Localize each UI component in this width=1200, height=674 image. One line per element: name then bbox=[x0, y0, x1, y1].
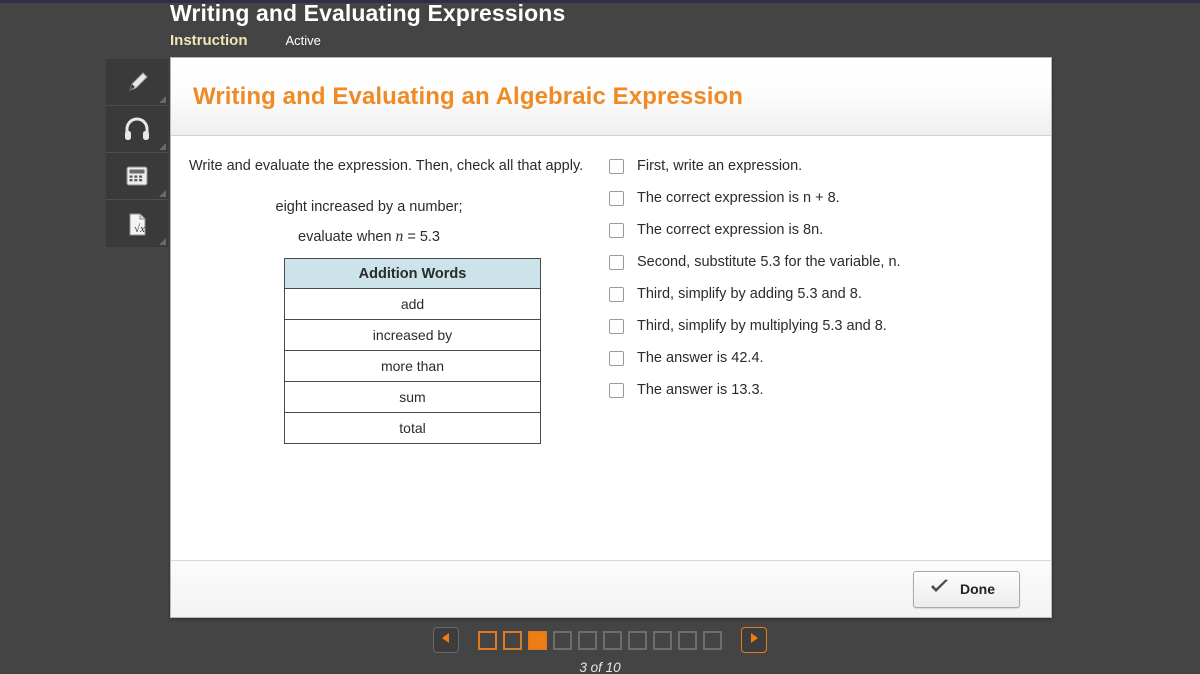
checkbox-7[interactable] bbox=[609, 350, 624, 366]
choice-label-3: The correct expression is 8n. bbox=[637, 222, 824, 238]
checkbox-3[interactable] bbox=[609, 222, 624, 238]
choice-option-8[interactable]: The answer is 13.3. bbox=[609, 380, 1031, 400]
choice-label-7: The answer is 42.4. bbox=[637, 350, 764, 366]
calculator-tool[interactable] bbox=[106, 153, 168, 200]
checkbox-6[interactable] bbox=[609, 318, 624, 334]
page-square-5[interactable] bbox=[578, 630, 597, 650]
choice-option-3[interactable]: The correct expression is 8n. bbox=[609, 220, 1031, 240]
choice-label-5: Third, simplify by adding 5.3 and 8. bbox=[637, 286, 862, 302]
done-label: Done bbox=[960, 581, 995, 597]
table-row: increased by bbox=[284, 319, 541, 351]
prev-page-button[interactable] bbox=[433, 627, 459, 653]
table-header-cell: Addition Words bbox=[284, 258, 541, 289]
table-cell: sum bbox=[284, 381, 541, 413]
card-body: Write and evaluate the expression. Then,… bbox=[171, 136, 1051, 560]
page-square-7[interactable] bbox=[628, 630, 647, 650]
table-header-row: Addition Words bbox=[284, 258, 541, 289]
next-page-button[interactable] bbox=[741, 627, 767, 653]
checkbox-8[interactable] bbox=[609, 382, 624, 398]
top-accent-strip bbox=[0, 0, 1200, 3]
card-footer: Done bbox=[171, 560, 1051, 617]
calculator-icon bbox=[123, 162, 151, 190]
evaluate-suffix: = 5.3 bbox=[403, 229, 440, 245]
choice-label-4: Second, substitute 5.3 for the variable,… bbox=[637, 254, 901, 270]
checkbox-1[interactable] bbox=[609, 158, 624, 174]
table-row: add bbox=[284, 288, 541, 320]
mode-label: Instruction bbox=[170, 32, 248, 49]
page-square-4[interactable] bbox=[553, 630, 572, 650]
table-row: more than bbox=[284, 350, 541, 382]
subheader-row: Instruction Active bbox=[170, 32, 1060, 49]
expression-block: eight increased by a number; evaluate wh… bbox=[189, 192, 549, 252]
variable-n: n bbox=[395, 228, 404, 245]
answer-choices: First, write an expression. The correct … bbox=[609, 154, 1031, 560]
choice-option-4[interactable]: Second, substitute 5.3 for the variable,… bbox=[609, 252, 1031, 272]
formula-sheet-icon: √x bbox=[123, 210, 151, 238]
headphones-icon bbox=[122, 114, 152, 144]
page-square-3[interactable] bbox=[528, 630, 547, 650]
formula-sheet-tool[interactable]: √x bbox=[106, 200, 168, 247]
check-icon bbox=[930, 579, 949, 600]
page-square-2[interactable] bbox=[503, 630, 522, 650]
page-square-9[interactable] bbox=[678, 630, 697, 650]
checkbox-4[interactable] bbox=[609, 254, 624, 270]
expression-line-2: evaluate when n = 5.3 bbox=[189, 222, 549, 252]
done-button[interactable]: Done bbox=[913, 570, 1020, 608]
triangle-left-icon bbox=[441, 631, 451, 649]
svg-text:√x: √x bbox=[134, 223, 145, 235]
choice-label-8: The answer is 13.3. bbox=[637, 382, 764, 398]
evaluate-prefix: evaluate when bbox=[298, 229, 396, 245]
checkbox-5[interactable] bbox=[609, 286, 624, 302]
table-row: sum bbox=[284, 381, 541, 413]
table-row: total bbox=[284, 412, 541, 444]
highlighter-tool[interactable] bbox=[106, 59, 168, 106]
choice-label-2: The correct expression is n + 8. bbox=[637, 190, 840, 206]
page-square-8[interactable] bbox=[653, 630, 672, 650]
page-title: Writing and Evaluating Expressions bbox=[170, 0, 566, 26]
lesson-card: Writing and Evaluating an Algebraic Expr… bbox=[170, 57, 1052, 618]
table-body: add increased by more than sum total bbox=[284, 288, 541, 444]
choice-label-1: First, write an expression. bbox=[637, 158, 803, 174]
choice-label-6: Third, simplify by multiplying 5.3 and 8… bbox=[637, 318, 887, 334]
card-header: Writing and Evaluating an Algebraic Expr… bbox=[171, 58, 1051, 136]
choice-option-2[interactable]: The correct expression is n + 8. bbox=[609, 188, 1031, 208]
expression-line-1: eight increased by a number; bbox=[275, 199, 463, 215]
page-square-6[interactable] bbox=[603, 630, 622, 650]
audio-tool[interactable] bbox=[106, 106, 168, 153]
page-square-10[interactable] bbox=[703, 630, 722, 650]
question-prompt: Write and evaluate the expression. Then,… bbox=[189, 158, 584, 174]
table-cell: more than bbox=[284, 350, 541, 382]
table-cell: total bbox=[284, 412, 541, 444]
page-square-1[interactable] bbox=[478, 630, 497, 650]
status-label: Active bbox=[285, 33, 321, 48]
choice-option-1[interactable]: First, write an expression. bbox=[609, 156, 1031, 176]
highlighter-icon bbox=[121, 66, 153, 98]
addition-words-table: Addition Words add increased by more tha… bbox=[284, 258, 541, 444]
choice-option-7[interactable]: The answer is 42.4. bbox=[609, 348, 1031, 368]
choice-option-5[interactable]: Third, simplify by adding 5.3 and 8. bbox=[609, 284, 1031, 304]
pagination bbox=[0, 627, 1200, 653]
tool-rail: √x bbox=[106, 59, 168, 247]
question-column: Write and evaluate the expression. Then,… bbox=[189, 154, 609, 560]
page-count-label: 3 of 10 bbox=[579, 660, 621, 674]
choice-option-6[interactable]: Third, simplify by multiplying 5.3 and 8… bbox=[609, 316, 1031, 336]
table-cell: add bbox=[284, 288, 541, 320]
triangle-right-icon bbox=[749, 631, 759, 649]
card-title: Writing and Evaluating an Algebraic Expr… bbox=[193, 82, 744, 110]
checkbox-2[interactable] bbox=[609, 190, 624, 206]
table-cell: increased by bbox=[284, 319, 541, 351]
page-header: Writing and Evaluating Expressions Instr… bbox=[170, 0, 1060, 49]
